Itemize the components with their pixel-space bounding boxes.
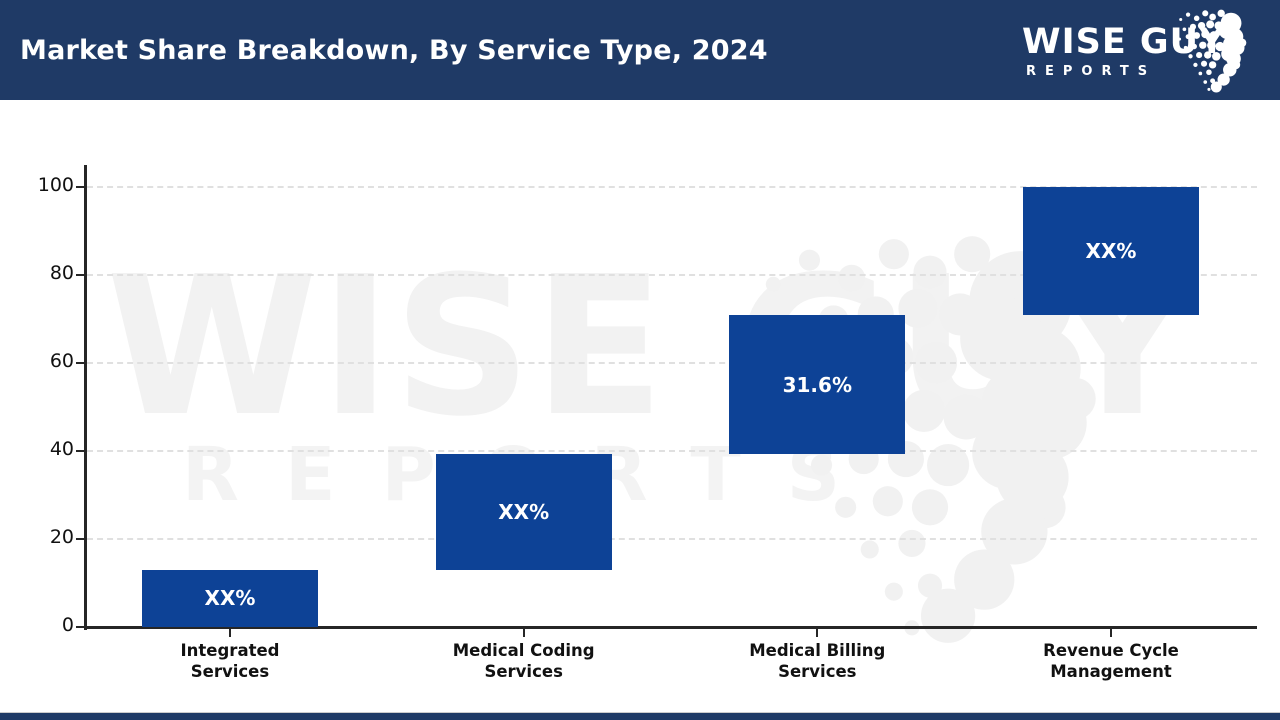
y-tick-label-40: 40 bbox=[49, 438, 74, 460]
bar-2: 31.6% bbox=[729, 315, 906, 455]
gridline-y-40 bbox=[87, 450, 1257, 452]
page-title: Market Share Breakdown, By Service Type,… bbox=[20, 34, 768, 66]
gridline-y-60 bbox=[87, 362, 1257, 364]
bar-0: XX% bbox=[142, 569, 318, 627]
bar-value-label: XX% bbox=[1085, 239, 1137, 264]
bar-3: XX% bbox=[1023, 187, 1199, 316]
x-axis-label-line: Integrated bbox=[180, 641, 280, 660]
footer-divider bbox=[0, 712, 1280, 713]
x-axis-label-line: Medical Billing bbox=[749, 641, 886, 660]
x-axis-label-line: Services bbox=[484, 662, 563, 681]
y-tick-label-60: 60 bbox=[49, 350, 74, 372]
wise-guy-reports-logo: WISE GUY REPORTS bbox=[1022, 0, 1272, 100]
y-tick-label-20: 20 bbox=[49, 526, 74, 548]
chart-area: 0 20 40 60 80 100 XX% Integrated Services XX% Medi… bbox=[0, 100, 1280, 713]
x-tick-mark-2 bbox=[816, 629, 819, 637]
gridline-y-100 bbox=[87, 186, 1257, 188]
x-axis-label-line: Services bbox=[190, 662, 270, 681]
y-tick-mark-20 bbox=[76, 538, 84, 540]
bar-value-label: XX% bbox=[204, 586, 256, 611]
y-tick-mark-60 bbox=[76, 362, 84, 364]
x-axis-label-line: Management bbox=[1050, 662, 1172, 681]
y-tick-mark-80 bbox=[76, 274, 84, 276]
y-tick-label-100: 100 bbox=[37, 174, 74, 196]
footer-bar bbox=[0, 713, 1280, 720]
gridline-y-20 bbox=[87, 538, 1257, 540]
y-tick-label-80: 80 bbox=[49, 262, 74, 284]
header-bar: Market Share Breakdown, By Service Type,… bbox=[0, 0, 1280, 100]
x-tick-mark-1 bbox=[522, 629, 525, 637]
x-axis-label-0: Integrated Services bbox=[110, 640, 350, 682]
y-tick-mark-40 bbox=[76, 450, 84, 452]
gridline-y-80 bbox=[87, 274, 1257, 276]
y-tick-label-0: 0 bbox=[61, 614, 74, 636]
y-tick-mark-0 bbox=[76, 626, 84, 628]
x-axis-label-1: Medical Coding Services bbox=[404, 640, 644, 682]
logo-subtitle: REPORTS bbox=[1026, 64, 1157, 79]
x-axis-label-2: Medical Billing Services bbox=[697, 640, 937, 682]
y-tick-mark-100 bbox=[76, 186, 84, 188]
x-axis-label-line: Medical Coding bbox=[452, 641, 595, 660]
x-axis bbox=[84, 626, 1257, 629]
bar-value-label: XX% bbox=[498, 499, 550, 524]
bar-1: XX% bbox=[435, 454, 612, 570]
bar-value-label: 31.6% bbox=[782, 372, 852, 397]
x-axis-label-line: Revenue Cycle bbox=[1043, 641, 1179, 660]
x-axis-label-line: Services bbox=[778, 662, 857, 681]
y-axis bbox=[84, 165, 87, 630]
x-axis-label-3: Revenue Cycle Management bbox=[991, 640, 1231, 682]
x-tick-mark-3 bbox=[1110, 629, 1112, 637]
x-tick-mark-0 bbox=[229, 629, 231, 637]
logo-dotted-head-icon bbox=[1177, 9, 1247, 93]
